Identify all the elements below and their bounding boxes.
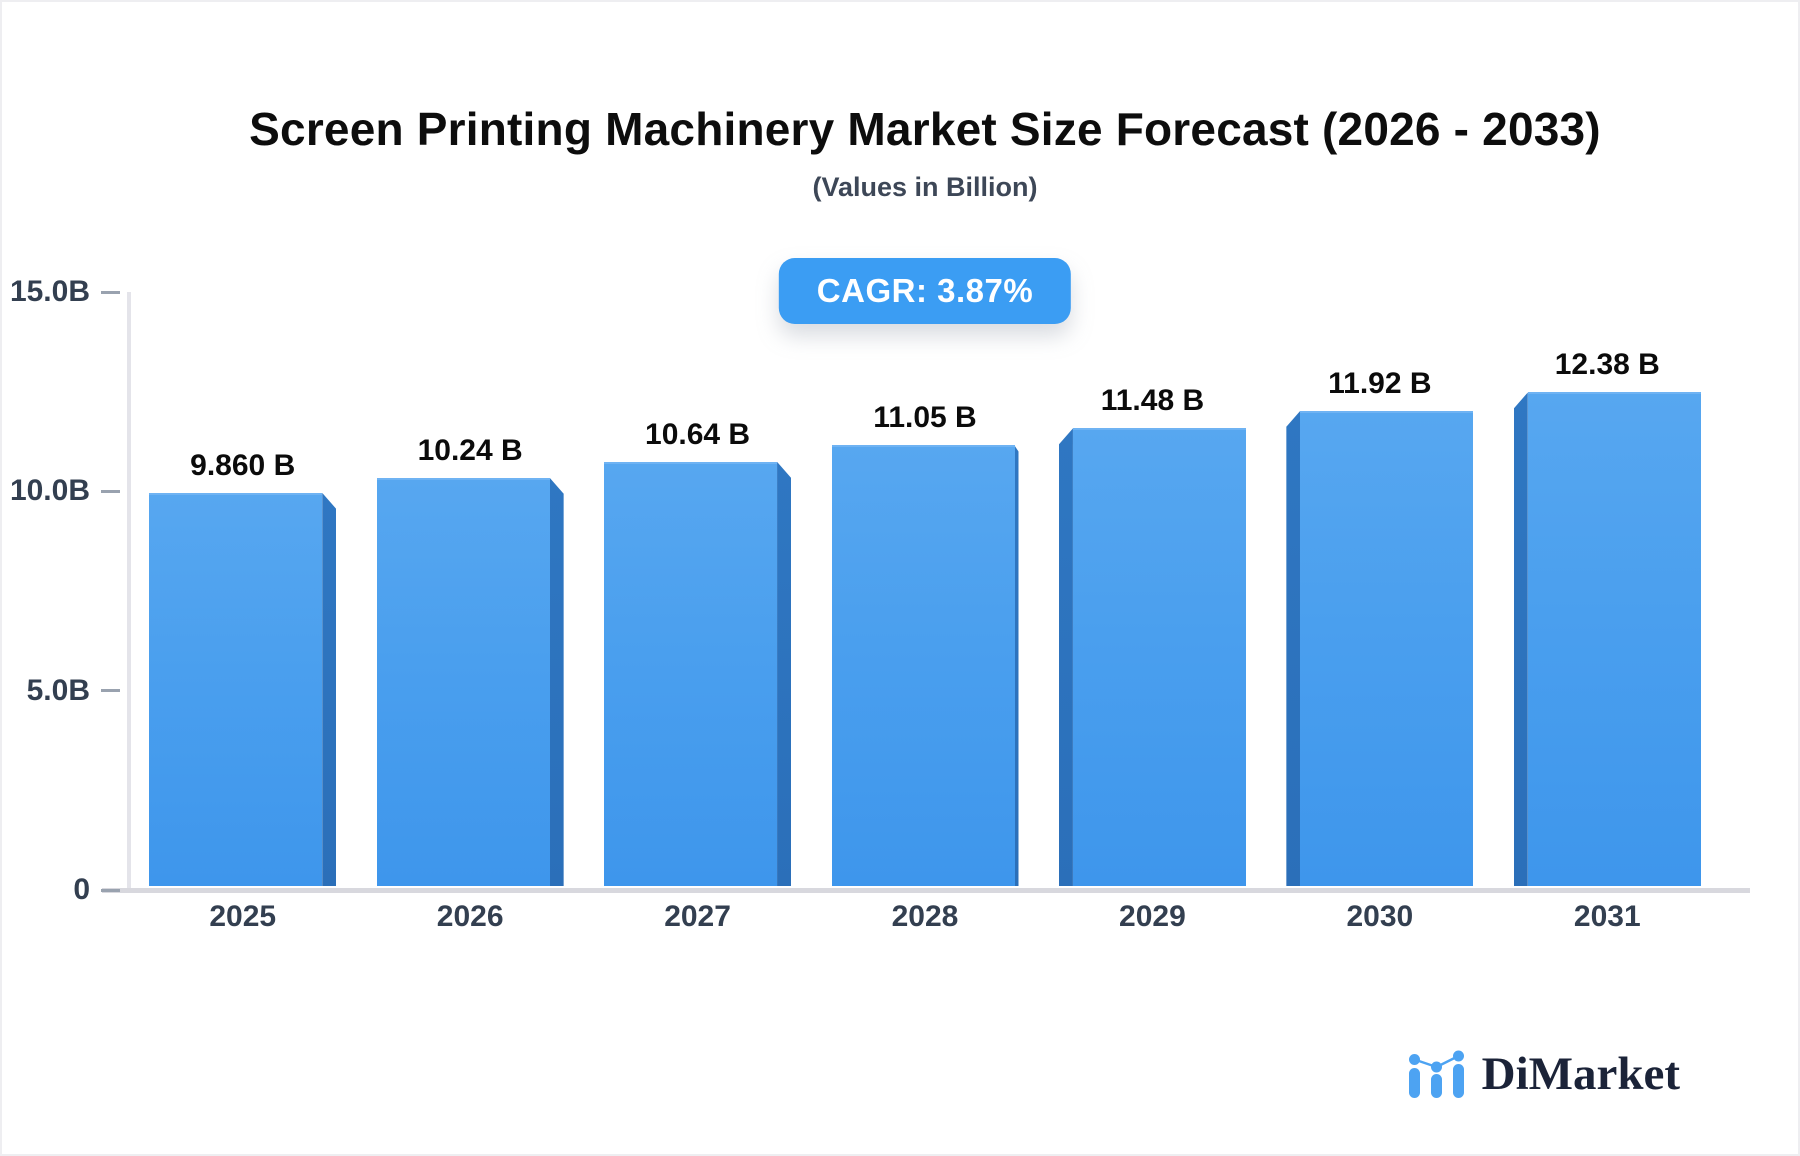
bar-2029: 11.48 B <box>1058 384 1246 886</box>
brand-logo-text: DiMarket <box>1481 1048 1680 1100</box>
bar-value-label: 11.05 B <box>873 401 977 435</box>
y-tick-dash <box>101 290 120 294</box>
x-tick-label: 2029 <box>1119 900 1186 933</box>
x-tick-label: 2028 <box>891 900 959 933</box>
bar-face <box>1072 428 1246 886</box>
brand-logo: DiMarket <box>1407 1050 1680 1098</box>
x-tick-label: 2031 <box>1573 900 1641 933</box>
bar-side-face <box>549 477 564 886</box>
y-tick-label: 10.0B <box>9 474 90 508</box>
bar-face <box>604 461 778 886</box>
y-tick-dash <box>101 689 120 693</box>
bar-face <box>1527 392 1701 886</box>
y-tick-label: 5.0B <box>26 673 90 707</box>
brand-logo-icon <box>1408 1050 1464 1098</box>
bar-value-label: 11.92 B <box>1328 366 1432 400</box>
bar-side-face <box>322 492 337 886</box>
bar-value-label: 12.38 B <box>1554 348 1660 382</box>
bar-value-label: 10.24 B <box>417 433 523 467</box>
y-tick-dash <box>101 888 120 892</box>
bar-2030: 11.92 B <box>1286 367 1474 886</box>
bar-face <box>149 492 323 886</box>
y-tick-label: 0 <box>73 873 90 906</box>
bar-2025: 9.860 B <box>149 449 337 886</box>
bar-side-face <box>1286 410 1301 886</box>
x-tick-label: 2027 <box>664 900 731 933</box>
chart-title: Screen Printing Machinery Market Size Fo… <box>249 103 1601 155</box>
bar-face <box>1300 410 1474 886</box>
bar-2028: 11.05 B <box>831 401 1019 886</box>
x-axis-baseline <box>102 888 1750 893</box>
y-tick-dash <box>101 489 120 493</box>
bar-value-label: 9.860 B <box>190 448 296 482</box>
bar-side-face <box>1058 428 1073 886</box>
bar-2031: 12.38 B <box>1513 348 1701 886</box>
x-tick-label: 2026 <box>436 900 504 933</box>
x-tick-label: 2030 <box>1346 900 1414 933</box>
bar-side-face <box>1513 392 1528 886</box>
bar-face <box>376 477 550 886</box>
bar-value-label: 10.64 B <box>645 417 751 451</box>
bar-2026: 10.24 B <box>376 434 564 886</box>
y-tick-label: 15.0B <box>9 275 90 308</box>
y-axis-line <box>127 292 131 892</box>
bar-value-label: 11.48 B <box>1100 384 1205 418</box>
chart-subtitle: (Values in Billion) <box>812 172 1038 202</box>
chart-header: Screen Printing Machinery Market Size Fo… <box>129 2 1721 342</box>
cagr-badge: CAGR: 3.87% <box>778 258 1072 324</box>
bar-side-face <box>777 461 792 886</box>
x-tick-label: 2025 <box>209 900 277 933</box>
bar-face <box>831 445 1015 886</box>
bar-2027: 10.64 B <box>604 418 792 886</box>
bar-side-face <box>1014 445 1019 886</box>
